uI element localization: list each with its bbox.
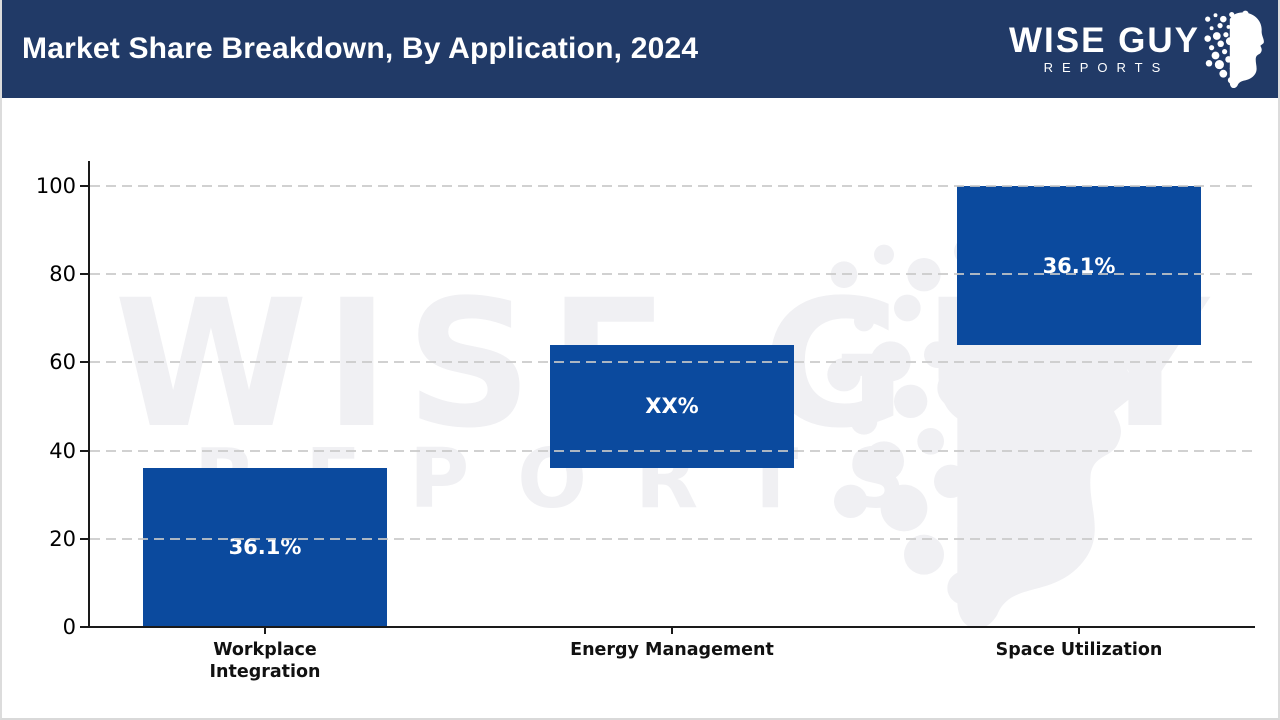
wise-guy-reports-logo: WISE GUY REPORTS [1009,10,1268,88]
y-tick-40 [80,449,90,452]
gridline-20 [90,537,1255,540]
y-tick-20 [80,537,90,540]
y-tick-60 [80,361,90,364]
x-tick-workplace-integration [264,627,266,634]
bar-value-label: XX% [645,394,699,419]
gridline-60 [90,361,1255,364]
y-tick-label-20: 20 [49,526,76,551]
chart-title: Market Share Breakdown, By Application, … [22,32,699,65]
y-tick-label-0: 0 [62,615,76,639]
y-tick-label-80: 80 [49,262,76,287]
category-label-workplace-integration: Workplace Integration [105,639,425,683]
category-label-line: Space Utilization [995,640,1163,660]
category-label-space-utilization: Space Utilization [919,639,1239,661]
y-tick-label-100: 100 [35,174,76,198]
bar-energy-management: XX% [550,345,794,468]
category-label-line: Energy Management [570,640,774,660]
x-tick-space-utilization [1078,627,1080,634]
y-tick-label-60: 60 [49,350,76,375]
bar-space-utilization: 36.1% [957,186,1201,346]
logo-wise-guy: WISE GUY [1008,21,1200,60]
gridline-40 [90,449,1255,452]
gridline-80 [90,273,1255,276]
category-label-line: Workplace [213,640,317,660]
y-tick-label-40: 40 [49,438,76,463]
category-label-line: Integration [209,662,321,682]
header-bar: Market Share Breakdown, By Application, … [2,0,1278,98]
logo-face-dots-icon [1204,10,1264,88]
y-tick-0 [80,626,90,628]
y-tick-80 [80,273,90,276]
y-axis-line [88,161,90,628]
x-tick-energy-management [671,627,673,634]
y-tick-100 [80,185,90,187]
bar-workplace-integration: 36.1% [143,467,387,627]
gridline-100 [90,185,1255,187]
logo-text: WISE GUY REPORTS [1008,21,1200,76]
category-label-energy-management: Energy Management [512,639,832,661]
logo-reports: REPORTS [1043,60,1170,75]
